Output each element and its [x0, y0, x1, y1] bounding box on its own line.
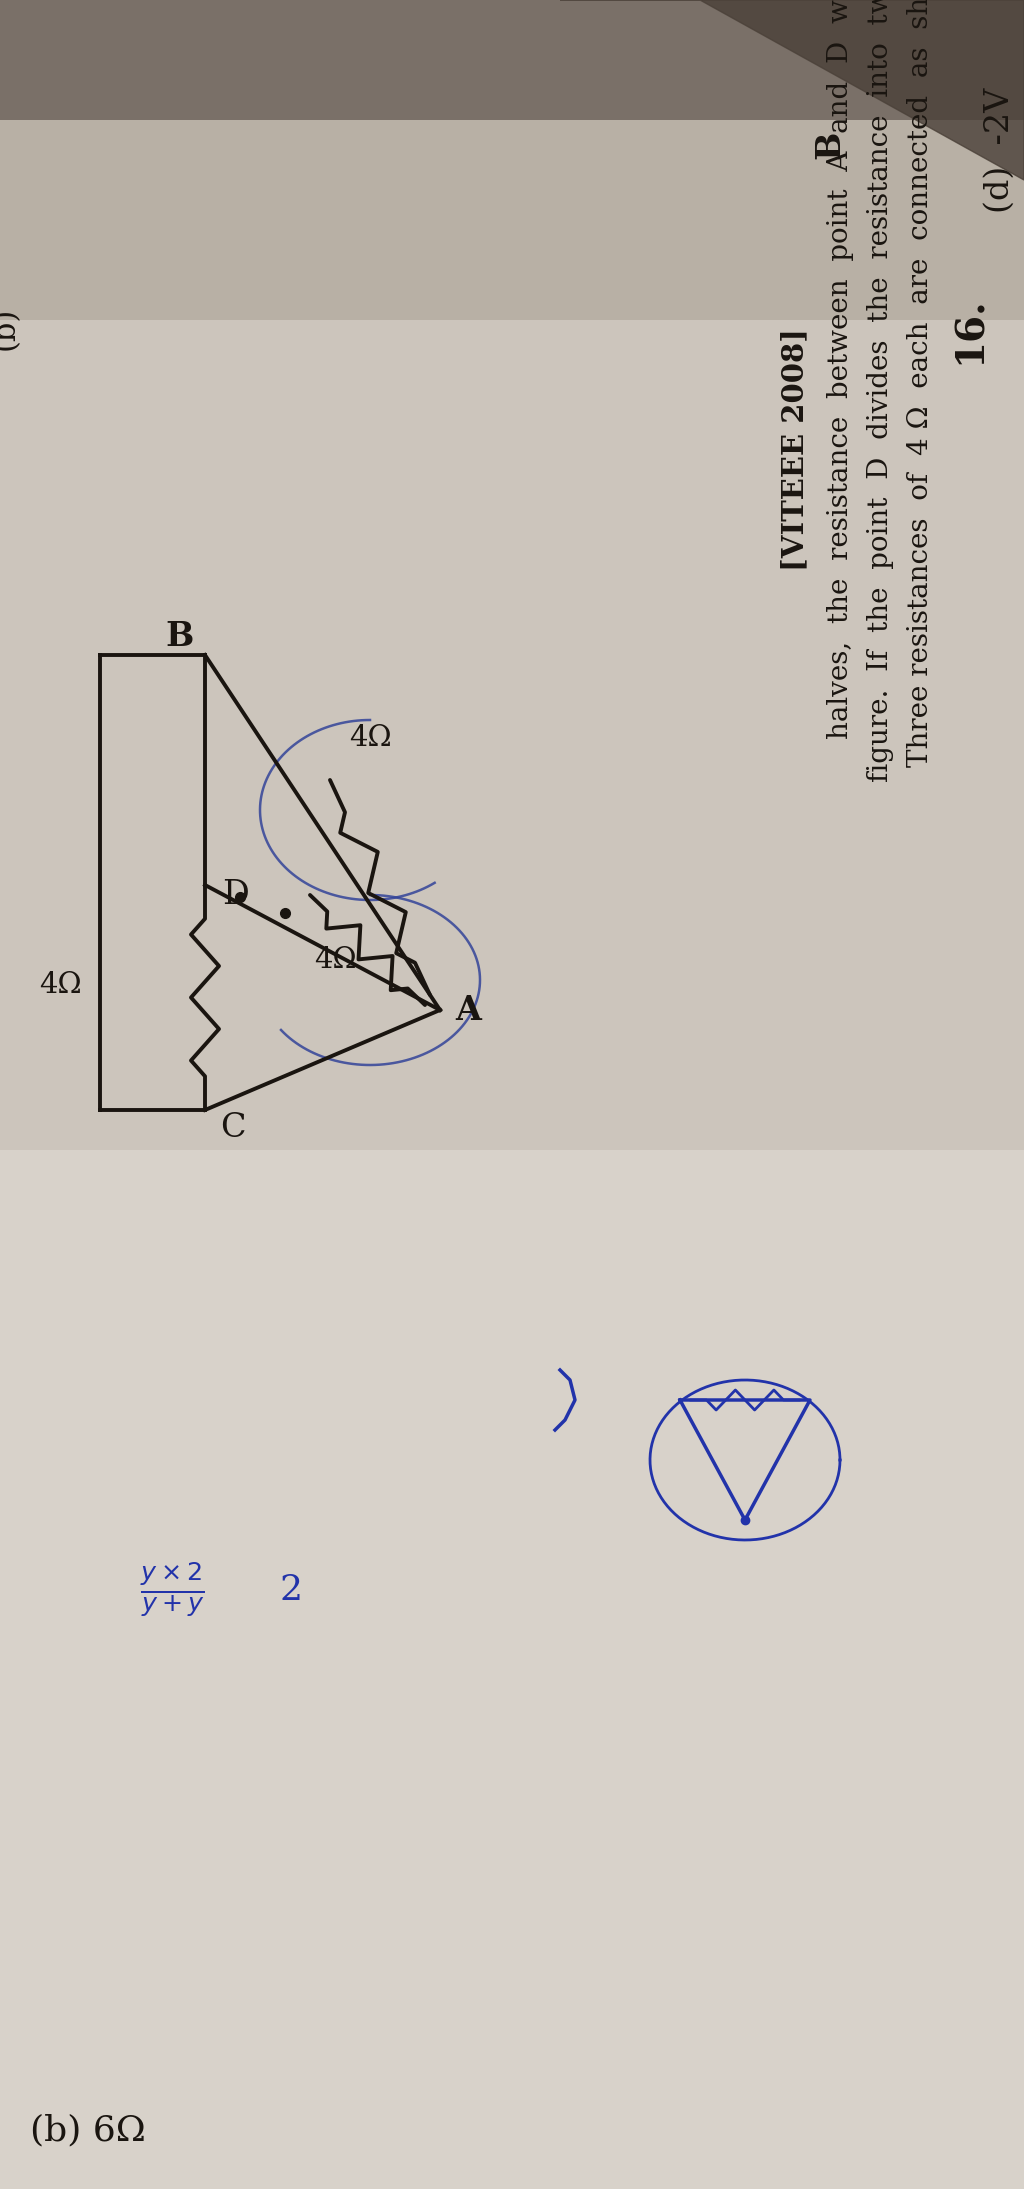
Text: 4Ω: 4Ω: [313, 946, 356, 974]
Text: A: A: [455, 994, 481, 1027]
Text: Three resistances  of  4 Ω  each  are  connected  as  shown  in: Three resistances of 4 Ω each are connec…: [906, 0, 934, 766]
Text: B: B: [166, 619, 195, 655]
Text: 2: 2: [280, 1574, 303, 1607]
Text: C: C: [220, 1112, 246, 1145]
Text: [VITEEE 2008]: [VITEEE 2008]: [780, 328, 810, 571]
Text: D: D: [221, 880, 249, 911]
Text: (d)  -2V: (d) -2V: [984, 88, 1016, 212]
Text: $\frac{y \times 2}{y + y}$: $\frac{y \times 2}{y + y}$: [140, 1561, 205, 1620]
Polygon shape: [560, 0, 1024, 179]
Text: (b) 6Ω: (b) 6Ω: [30, 2112, 145, 2147]
Bar: [0, 0, 1024, 320]
Text: figure.  If  the  point  D  divides  the  resistance  into  two  equal: figure. If the point D divides the resis…: [866, 0, 894, 781]
Bar: [0, 0, 1024, 120]
Text: B: B: [813, 131, 847, 160]
Text: 4Ω: 4Ω: [39, 972, 81, 998]
Text: 4Ω: 4Ω: [349, 725, 391, 753]
Bar: [0, 1149, 1024, 2189]
Text: 16.: 16.: [951, 296, 989, 363]
Text: halves,  the  resistance  between  point  A  and  D  will  be: halves, the resistance between point A a…: [826, 0, 853, 740]
Text: (b): (b): [0, 306, 20, 350]
